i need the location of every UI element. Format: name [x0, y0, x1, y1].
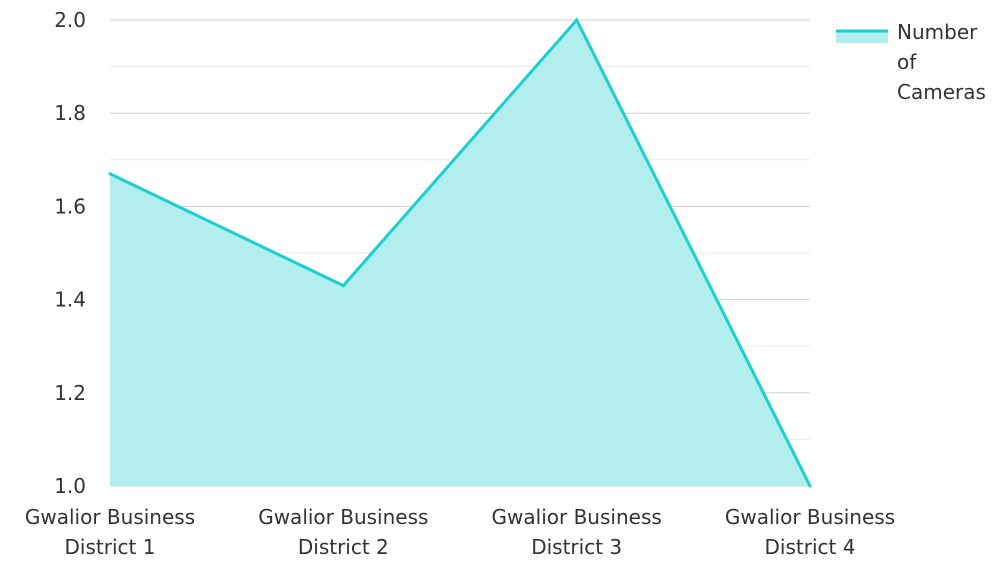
legend: Number of Cameras [836, 20, 986, 104]
area-layer [108, 17, 812, 488]
x-tick-label: Gwalior Business District 1 [25, 505, 195, 559]
x-tick-label: Gwalior Business District 2 [258, 505, 428, 559]
y-tick-label: 1.0 [54, 474, 86, 498]
data-point [341, 284, 345, 288]
y-axis-ticks: 1.0 1.2 1.4 1.6 1.8 2.0 [54, 8, 86, 498]
y-tick-label: 2.0 [54, 8, 86, 32]
y-tick-label: 1.8 [54, 101, 86, 125]
y-tick-label: 1.2 [54, 381, 86, 405]
x-tick-label-line: Gwalior Business [25, 505, 195, 529]
x-tick-label-line: District 3 [531, 535, 622, 559]
data-point [808, 484, 812, 488]
legend-swatch-fill [836, 31, 888, 43]
legend-label: Number of Cameras [897, 20, 986, 104]
data-point [108, 172, 112, 176]
legend-label-line: Number [897, 20, 978, 44]
x-tick-label-line: Gwalior Business [492, 505, 662, 529]
series-line [109, 17, 812, 487]
x-tick-label-line: District 1 [65, 535, 156, 559]
x-tick-label-line: Gwalior Business [258, 505, 428, 529]
data-point [575, 18, 579, 22]
x-tick-label: Gwalior Business District 3 [492, 505, 662, 559]
x-tick-label-line: Gwalior Business [725, 505, 895, 529]
y-tick-label: 1.6 [54, 194, 86, 218]
x-tick-label-line: District 2 [298, 535, 389, 559]
legend-label-line: Cameras [897, 80, 986, 104]
x-tick-label: Gwalior Business District 4 [725, 505, 895, 559]
x-tick-label-line: District 4 [765, 535, 856, 559]
legend-label-line: of [897, 50, 917, 74]
y-tick-label: 1.4 [54, 288, 86, 312]
